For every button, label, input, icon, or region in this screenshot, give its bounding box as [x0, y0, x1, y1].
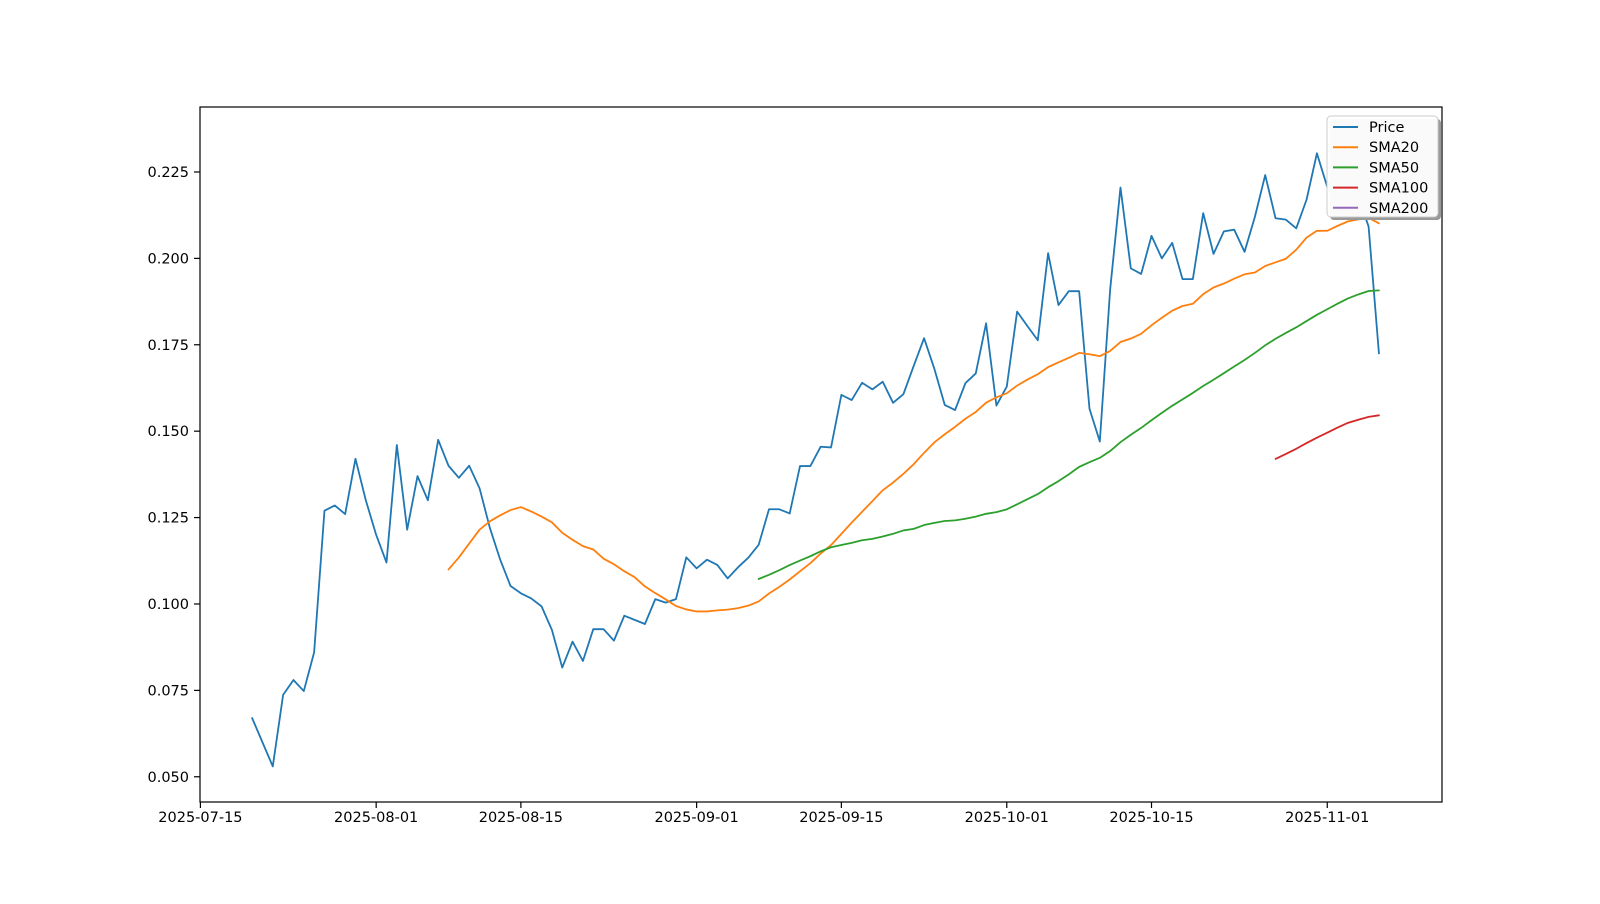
- price-line: [251, 152, 1380, 768]
- legend-label-sma20: SMA20: [1369, 140, 1419, 156]
- y-tick-label: 0.125: [147, 511, 189, 527]
- x-tick-label: 2025-10-15: [1109, 810, 1193, 826]
- plot-area: [200, 107, 1442, 802]
- x-tick-label: 2025-08-15: [479, 810, 563, 826]
- legend: Price SMA20 SMA50 SMA100 SMA200: [1326, 115, 1441, 220]
- y-tick-label: 0.150: [147, 424, 189, 440]
- legend-label-sma50: SMA50: [1369, 160, 1419, 176]
- x-tick-label: 2025-09-15: [799, 810, 883, 826]
- y-tick-label: 0.200: [147, 251, 189, 267]
- y-tick-label: 0.225: [147, 165, 189, 181]
- x-tick-label: 2025-09-01: [654, 810, 738, 826]
- y-tick-label: 0.175: [147, 338, 189, 354]
- series-lines: [251, 152, 1380, 768]
- axes-and-ticks: 2025-07-15 2025-08-01 2025-08-15 2025-09-01…: [147, 106, 1443, 826]
- x-tick-label: 2025-10-01: [965, 810, 1049, 826]
- x-tick-label: 2025-08-01: [334, 810, 418, 826]
- sma20-line: [447, 216, 1380, 613]
- y-tick-label: 0.100: [147, 597, 189, 613]
- legend-label-sma200: SMA200: [1369, 201, 1428, 217]
- axes-frame: [199, 106, 1443, 803]
- x-tick-label: 2025-07-15: [158, 810, 242, 826]
- x-tick-label: 2025-11-01: [1285, 810, 1369, 826]
- y-tick-label: 0.075: [147, 683, 189, 699]
- legend-frame: [1326, 115, 1439, 218]
- legend-label-sma100: SMA100: [1369, 181, 1428, 197]
- sma100-line: [1274, 414, 1380, 460]
- y-tick-label: 0.050: [147, 770, 189, 786]
- legend-label-price: Price: [1369, 120, 1404, 136]
- sma50-line: [757, 289, 1380, 580]
